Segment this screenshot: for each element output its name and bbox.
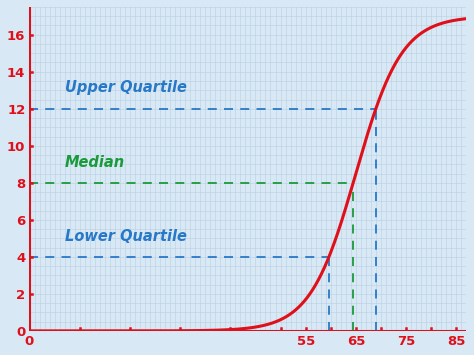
Text: Median: Median	[64, 155, 125, 170]
Text: Upper Quartile: Upper Quartile	[64, 80, 186, 95]
Text: Lower Quartile: Lower Quartile	[64, 229, 186, 244]
